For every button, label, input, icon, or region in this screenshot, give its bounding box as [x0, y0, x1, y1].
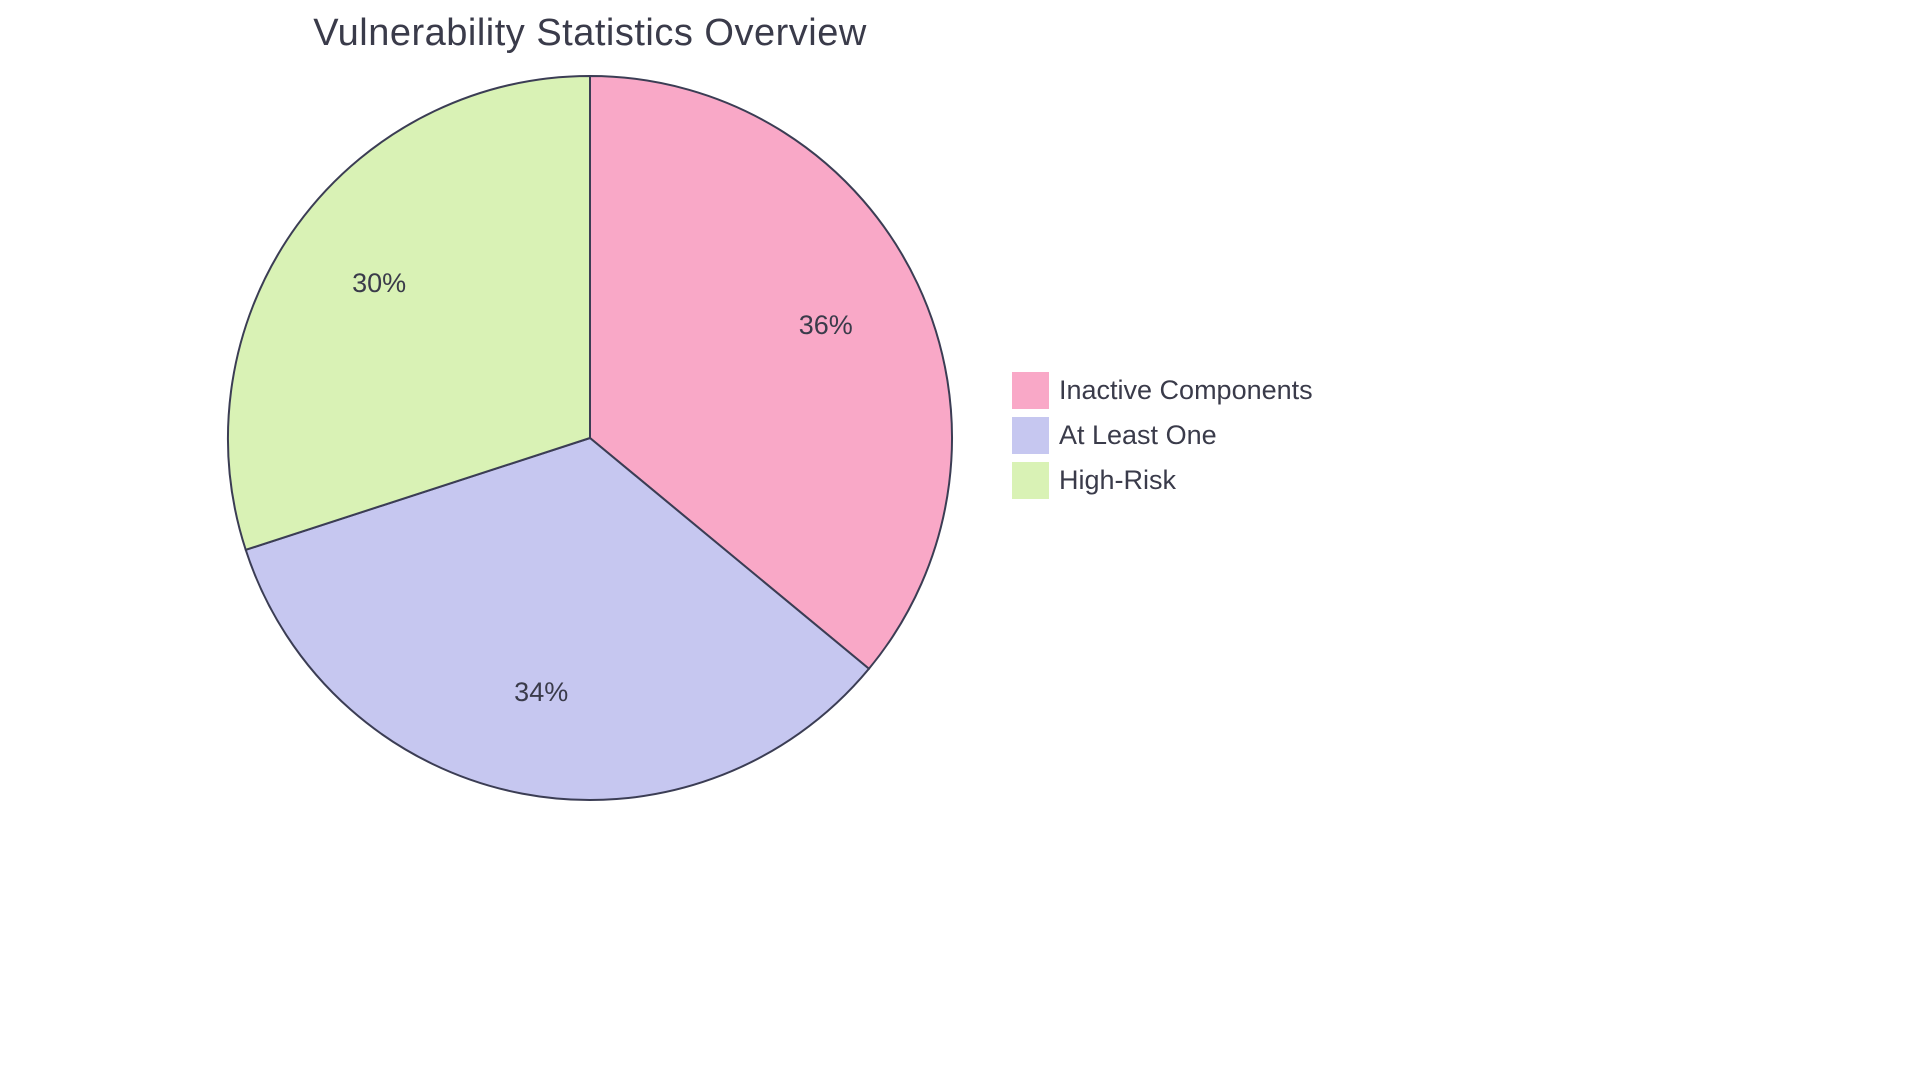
- legend-item-at-least-one: At Least One: [1012, 417, 1313, 454]
- legend-swatch-inactive-components: [1012, 372, 1049, 409]
- legend-item-inactive-components: Inactive Components: [1012, 372, 1313, 409]
- legend-swatch-high-risk: [1012, 462, 1049, 499]
- legend-label-at-least-one: At Least One: [1059, 420, 1217, 450]
- pie-slice-high-risk: [227, 75, 591, 551]
- chart-title: Vulnerability Statistics Overview: [313, 12, 867, 54]
- legend-label-inactive-components: Inactive Components: [1059, 375, 1313, 405]
- slice-value-label-inactive-components: 36%: [799, 310, 853, 340]
- slice-value-label-high-risk: 30%: [352, 268, 406, 298]
- slice-value-label-at-least-one: 34%: [514, 677, 568, 707]
- legend-label-high-risk: High-Risk: [1059, 465, 1177, 495]
- pie-slice-at-least-one: [244, 437, 870, 801]
- legend-item-high-risk: High-Risk: [1012, 462, 1313, 499]
- legend-swatch-at-least-one: [1012, 417, 1049, 454]
- pie-slice-inactive-components: [589, 75, 954, 670]
- chart-legend: Inactive Components At Least One High-Risk: [1012, 372, 1313, 499]
